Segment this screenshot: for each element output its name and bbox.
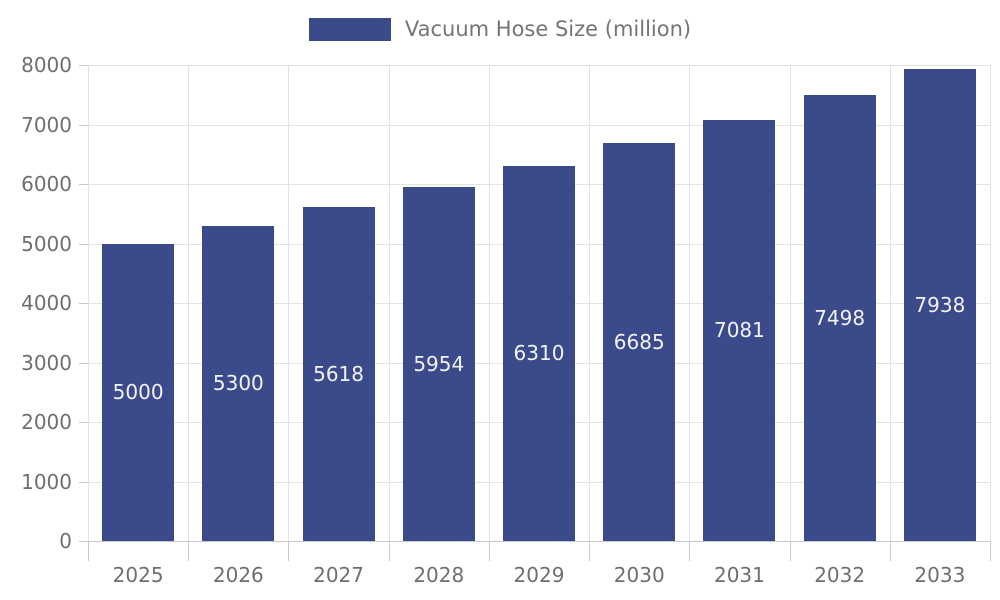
bar-2029[interactable]: 6310 bbox=[503, 165, 575, 541]
y-axis-tick bbox=[79, 65, 88, 66]
y-axis-label: 7000 bbox=[21, 112, 72, 137]
bar-value-label: 7938 bbox=[914, 292, 966, 317]
bar-value-label: 5954 bbox=[413, 351, 465, 376]
gridline-vertical bbox=[990, 65, 991, 541]
bar-2030[interactable]: 6685 bbox=[603, 143, 676, 541]
x-axis-tick bbox=[689, 541, 691, 561]
bar-value-label: 6685 bbox=[613, 330, 665, 355]
x-axis-tick bbox=[188, 541, 190, 561]
x-axis-tick bbox=[88, 541, 89, 561]
y-axis-tick bbox=[79, 303, 88, 304]
x-axis-label: 2030 bbox=[613, 563, 665, 587]
bar-2026[interactable]: 5300 bbox=[202, 225, 275, 541]
bar-value-label: 5300 bbox=[212, 371, 264, 396]
plot-area: 0 1000 2000 3000 4000 5000 6000 7000 8000 5000 202… bbox=[21, 53, 991, 587]
bar-2033[interactable]: 7938 bbox=[903, 68, 976, 541]
legend-swatch bbox=[308, 17, 391, 41]
y-axis-label: 2000 bbox=[21, 410, 72, 434]
bar-2031[interactable]: 7081 bbox=[703, 119, 776, 541]
y-axis-tick bbox=[79, 243, 88, 245]
bar-value-label: 5618 bbox=[313, 361, 364, 386]
gridline-vertical bbox=[789, 65, 791, 541]
gridline-vertical bbox=[388, 65, 390, 541]
x-axis-label: 2028 bbox=[413, 563, 465, 587]
x-axis-tick bbox=[789, 541, 791, 561]
y-axis-tick bbox=[79, 481, 88, 483]
x-axis-tick bbox=[488, 541, 490, 561]
x-axis-tick bbox=[589, 541, 591, 561]
y-axis-label: 5000 bbox=[21, 231, 72, 256]
gridline-horizontal bbox=[88, 65, 990, 66]
bar-value-label: 7498 bbox=[814, 305, 866, 330]
y-axis-tick bbox=[79, 124, 88, 126]
x-axis-tick bbox=[288, 541, 290, 561]
legend-label: Vacuum Hose Size (million) bbox=[404, 17, 692, 41]
gridline-vertical bbox=[188, 65, 190, 541]
y-axis-label: 0 bbox=[59, 529, 72, 553]
x-axis-label: 2032 bbox=[814, 563, 866, 587]
y-axis-label: 8000 bbox=[21, 53, 72, 77]
y-axis-label: 6000 bbox=[21, 172, 72, 196]
bar-2027[interactable]: 5618 bbox=[302, 206, 375, 541]
gridline-vertical bbox=[689, 65, 691, 541]
y-axis-tick bbox=[79, 422, 88, 423]
bar-2025[interactable]: 5000 bbox=[102, 243, 175, 541]
y-axis-tick bbox=[79, 541, 88, 542]
bar-2032[interactable]: 7498 bbox=[803, 94, 876, 541]
bar-value-label: 5000 bbox=[112, 380, 164, 405]
gridline-vertical bbox=[589, 65, 591, 541]
x-axis-label: 2027 bbox=[313, 563, 364, 587]
x-axis-tick bbox=[889, 541, 891, 561]
y-axis-label: 3000 bbox=[21, 350, 72, 375]
bar-2028[interactable]: 5954 bbox=[402, 186, 475, 541]
y-axis-label: 1000 bbox=[21, 469, 72, 494]
x-axis-tick bbox=[388, 541, 390, 561]
y-axis-tick bbox=[79, 184, 88, 185]
gridline-vertical bbox=[288, 65, 290, 541]
legend: Vacuum Hose Size (million) bbox=[0, 17, 1000, 41]
legend-item[interactable]: Vacuum Hose Size (million) bbox=[308, 17, 692, 41]
x-axis-tick bbox=[990, 541, 991, 561]
x-axis-label: 2025 bbox=[112, 563, 164, 587]
bar-value-label: 7081 bbox=[713, 318, 765, 343]
gridline-horizontal bbox=[88, 124, 990, 126]
y-axis-tick bbox=[79, 362, 88, 364]
x-axis-label: 2029 bbox=[513, 563, 565, 587]
gridline-vertical bbox=[88, 65, 89, 541]
x-axis-label: 2031 bbox=[713, 563, 765, 587]
x-axis-label: 2033 bbox=[914, 563, 966, 587]
gridline-vertical bbox=[488, 65, 490, 541]
gridline-vertical bbox=[889, 65, 891, 541]
y-axis-label: 4000 bbox=[21, 291, 72, 315]
x-axis-label: 2026 bbox=[212, 563, 264, 587]
bar-value-label: 6310 bbox=[513, 341, 565, 366]
gridline-horizontal bbox=[88, 541, 990, 542]
